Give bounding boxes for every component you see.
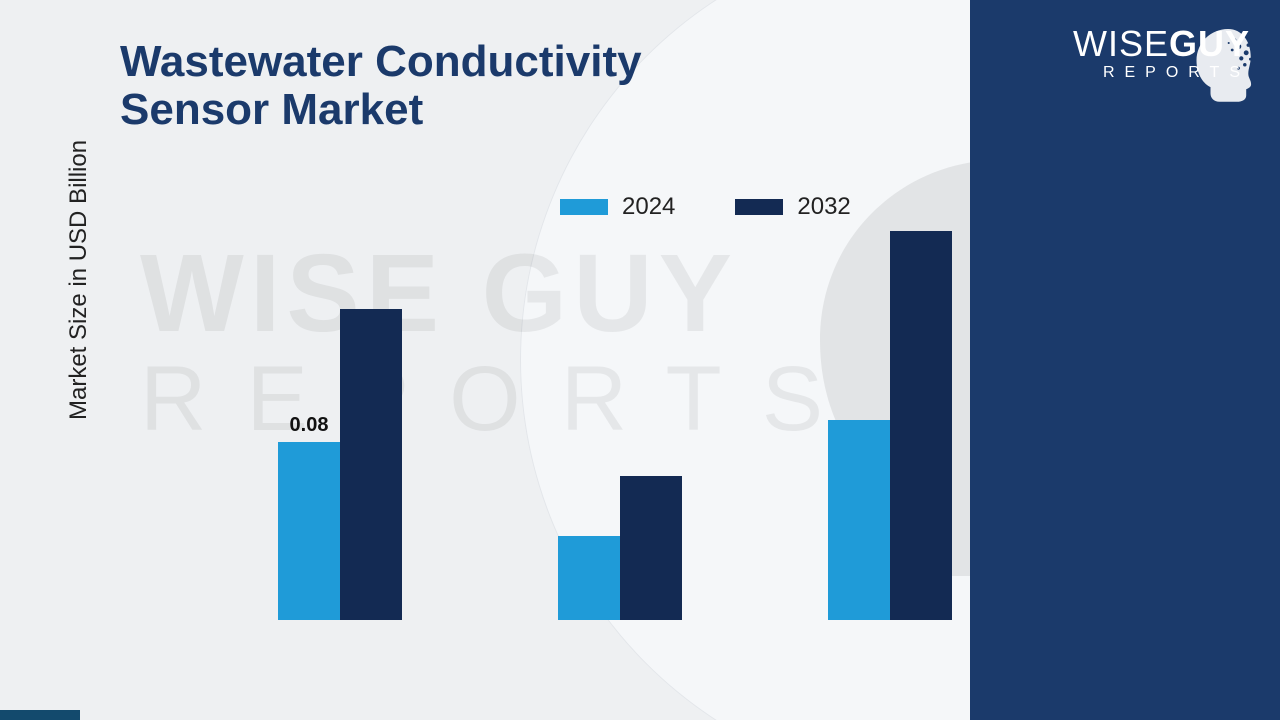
legend-item-2032: 2032 bbox=[735, 193, 850, 221]
brand-logo: WISEGUY REPORTS bbox=[990, 26, 1250, 82]
bar-chart: 0.08Electrode-BasedConductivitySensorsOp… bbox=[100, 220, 980, 620]
legend-swatch-2032 bbox=[735, 199, 783, 215]
bar-2024: 0.08 bbox=[278, 442, 340, 620]
brand-logo-word-2: GUY bbox=[1169, 23, 1250, 64]
accent-bar bbox=[0, 710, 80, 720]
chart-canvas: WISE GUY REPORTS WISEGUY bbox=[0, 0, 1280, 720]
y-axis-label: Market Size in USD Billion bbox=[65, 140, 93, 420]
brand-logo-line-2: REPORTS bbox=[990, 64, 1250, 82]
bar-2024 bbox=[828, 420, 890, 620]
bar-2032 bbox=[340, 309, 402, 620]
legend-label-2032: 2032 bbox=[797, 193, 850, 221]
legend-swatch-2024 bbox=[560, 199, 608, 215]
legend-label-2024: 2024 bbox=[622, 193, 675, 221]
chart-title: Wastewater Conductivity Sensor Market bbox=[120, 38, 800, 135]
brand-logo-word-1: WISE bbox=[1073, 23, 1169, 64]
bar-value-label: 0.08 bbox=[290, 414, 329, 437]
bar-2024 bbox=[558, 536, 620, 620]
bar-2032 bbox=[890, 231, 952, 620]
legend-item-2024: 2024 bbox=[560, 193, 675, 221]
brand-sidebar bbox=[970, 0, 1280, 720]
legend: 2024 2032 bbox=[560, 193, 851, 221]
bar-2032 bbox=[620, 476, 682, 620]
brand-logo-line-1: WISEGUY bbox=[990, 26, 1250, 62]
